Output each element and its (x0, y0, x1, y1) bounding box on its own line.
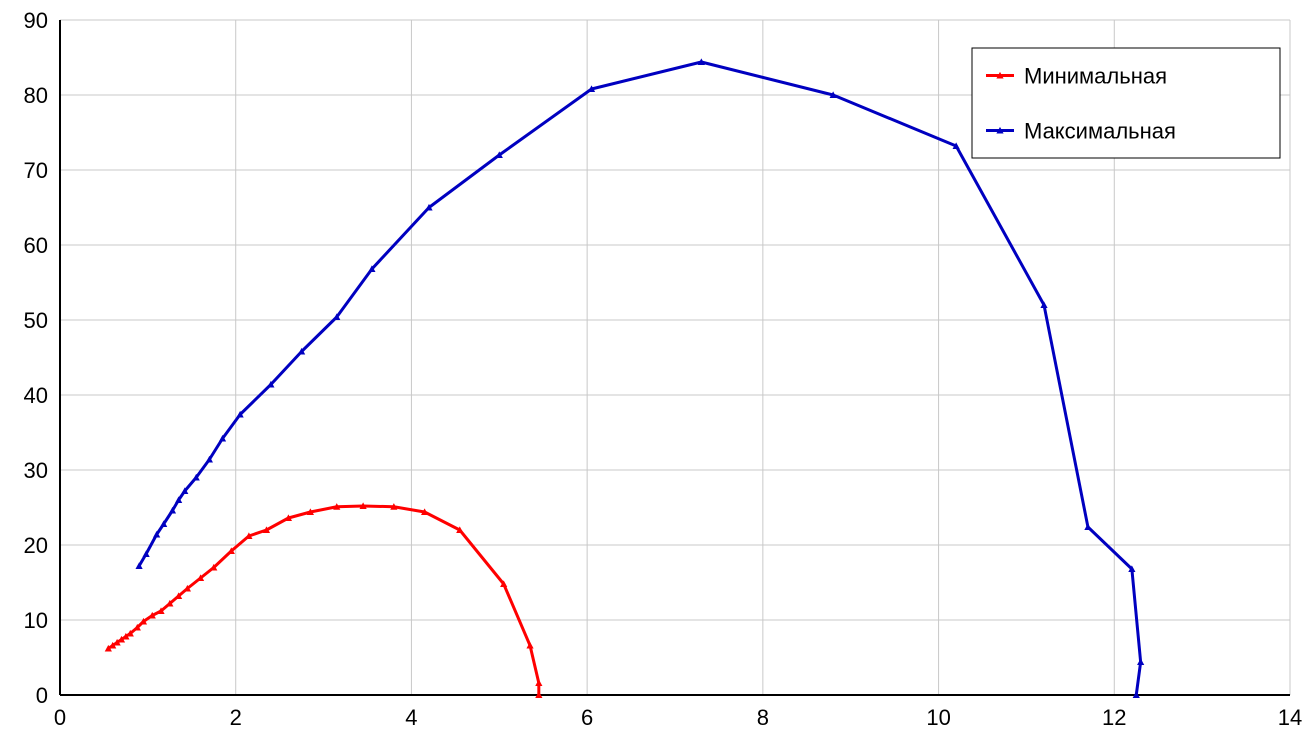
y-tick-label: 90 (24, 8, 48, 33)
x-tick-label: 0 (54, 705, 66, 730)
x-tick-label: 10 (926, 705, 950, 730)
y-tick-label: 70 (24, 158, 48, 183)
y-tick-label: 10 (24, 608, 48, 633)
y-tick-label: 80 (24, 83, 48, 108)
line-chart: 0 2 4 6 8 10 12 14 0 10 20 30 40 50 60 70 80 90 Минимальна… (0, 0, 1303, 744)
x-tick-label: 2 (230, 705, 242, 730)
chart-container: 0 2 4 6 8 10 12 14 0 10 20 30 40 50 60 70 80 90 Минимальна… (0, 0, 1303, 744)
y-tick-label: 60 (24, 233, 48, 258)
legend: Минимальная Максимальная (972, 48, 1280, 158)
x-tick-label: 12 (1102, 705, 1126, 730)
x-tick-label: 14 (1278, 705, 1302, 730)
legend-item-max: Максимальная (1024, 119, 1176, 144)
y-tick-label: 0 (36, 683, 48, 708)
x-tick-label: 8 (757, 705, 769, 730)
y-tick-label: 40 (24, 383, 48, 408)
y-tick-label: 20 (24, 533, 48, 558)
x-tick-label: 4 (405, 705, 417, 730)
legend-item-min: Минимальная (1024, 64, 1167, 89)
y-tick-label: 50 (24, 308, 48, 333)
x-tick-label: 6 (581, 705, 593, 730)
y-tick-label: 30 (24, 458, 48, 483)
